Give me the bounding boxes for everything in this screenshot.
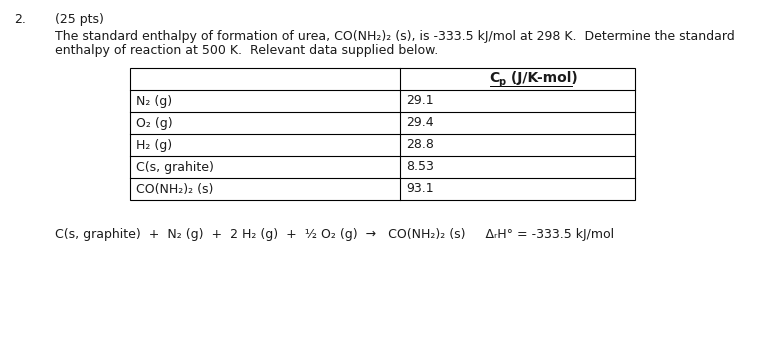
Text: C(s, grahite): C(s, grahite): [136, 160, 214, 173]
Text: 29.1: 29.1: [406, 94, 434, 107]
Text: The standard enthalpy of formation of urea, CO(NH₂)₂ (s), is -333.5 kJ/mol at 29: The standard enthalpy of formation of ur…: [55, 30, 735, 43]
Text: (J/K-mol): (J/K-mol): [505, 71, 577, 85]
Text: 8.53: 8.53: [406, 160, 434, 173]
Text: N₂ (g): N₂ (g): [136, 94, 172, 107]
Text: p: p: [498, 77, 505, 87]
Text: 2.: 2.: [14, 13, 26, 26]
Text: (25 pts): (25 pts): [55, 13, 104, 26]
Text: 28.8: 28.8: [406, 139, 434, 152]
Text: 93.1: 93.1: [406, 183, 434, 196]
Text: 29.4: 29.4: [406, 117, 434, 130]
Text: O₂ (g): O₂ (g): [136, 117, 172, 130]
Text: CO(NH₂)₂ (s): CO(NH₂)₂ (s): [136, 183, 214, 196]
Text: H₂ (g): H₂ (g): [136, 139, 172, 152]
Text: C: C: [490, 71, 500, 85]
Text: C(s, graphite)  +  N₂ (g)  +  2 H₂ (g)  +  ½ O₂ (g)  →   CO(NH₂)₂ (s)     ΔᵣH° =: C(s, graphite) + N₂ (g) + 2 H₂ (g) + ½ O…: [55, 228, 614, 241]
Bar: [130, 68, 635, 200]
Text: enthalpy of reaction at 500 K.  Relevant data supplied below.: enthalpy of reaction at 500 K. Relevant …: [55, 44, 438, 57]
